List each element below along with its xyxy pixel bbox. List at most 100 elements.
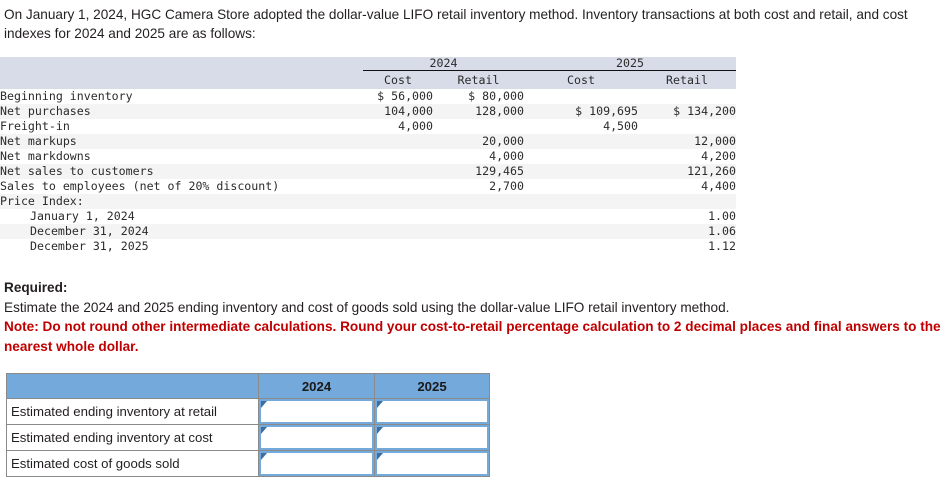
cell-cost-2024 [363,224,433,239]
column-header-row: Cost Retail Cost Retail [0,70,736,89]
cell-retail-2024: 4,000 [433,149,524,164]
answer-table-body: Estimated ending inventory at retail Esti… [6,398,490,477]
table-row: Net markdowns 4,000 4,200 [0,149,736,164]
cell-retail-2024 [433,209,524,224]
cell-cost-2024 [363,149,433,164]
row-label: Net markups [0,134,363,149]
cell-cost-2025: $ 109,695 [524,104,638,119]
year-header-2024: 2024 [363,57,524,71]
required-note: Note: Do not round other intermediate ca… [4,319,941,354]
answer-input-2025-cell[interactable] [374,450,490,477]
answer-header-row: 2024 2025 [6,373,490,399]
year-header-spacer [0,57,363,71]
answer-header-2025: 2025 [374,373,490,399]
answer-header-blank [6,373,259,399]
cell-cost-2025 [524,194,638,209]
cell-cost-2024 [363,209,433,224]
cell-cost-2025 [524,164,638,179]
answer-table-head: 2024 2025 [6,373,490,399]
cell-cost-2024: 104,000 [363,104,433,119]
answer-row-label: Estimated cost of goods sold [6,450,259,477]
answer-table: 2024 2025 Estimated ending inventory at … [6,373,490,477]
cell-retail-2025 [638,119,736,134]
cell-cost-2024 [363,134,433,149]
inventory-table-body: Beginning inventory $ 56,000 $ 80,000 Net p… [0,89,736,254]
cell-cost-2024 [363,164,433,179]
cell-cost-2025 [524,89,638,104]
cell-retail-2024: 2,700 [433,179,524,194]
cell-retail-2024: 20,000 [433,134,524,149]
row-label: January 1, 2024 [0,209,363,224]
table-row: Net purchases 104,000 128,000 $ 109,695 $ 13… [0,104,736,119]
cell-retail-2025: 4,200 [638,149,736,164]
answer-row-label: Estimated ending inventory at retail [6,398,259,425]
table-row: Beginning inventory $ 56,000 $ 80,000 [0,89,736,104]
inventory-table-head: 2024 2025 Cost Retail Cost Retail [0,57,736,89]
table-row: December 31, 2024 1.06 [0,224,736,239]
answer-input-2024[interactable] [261,401,372,422]
column-header-retail-2024: Retail [433,70,524,89]
table-row: Freight-in 4,000 4,500 [0,119,736,134]
cell-retail-2024 [433,194,524,209]
required-heading: Required: [4,280,68,295]
cell-cost-2025 [524,209,638,224]
inventory-data-table-container: 2024 2025 Cost Retail Cost Retail Beginn… [0,57,736,254]
row-label: Net sales to customers [0,164,363,179]
cell-retail-2025: 1.12 [638,239,736,254]
row-label: December 31, 2024 [0,224,363,239]
answer-input-2025-cell[interactable] [374,398,490,425]
answer-input-2024[interactable] [261,427,372,448]
column-header-cost-2025: Cost [524,70,638,89]
cell-cost-2025 [524,149,638,164]
answer-input-2025[interactable] [377,401,487,422]
cell-cost-2025 [524,179,638,194]
column-header-spacer [0,70,363,89]
answer-header-2024: 2024 [258,373,375,399]
answer-input-2025[interactable] [377,453,487,474]
answer-input-2024-cell[interactable] [258,450,375,477]
cell-retail-2025: 121,260 [638,164,736,179]
problem-statement: On January 1, 2024, HGC Camera Store ado… [4,7,908,41]
table-row: Sales to employees (net of 20% discount)… [0,179,736,194]
cell-retail-2025: 1.06 [638,224,736,239]
cell-cost-2025: 4,500 [524,119,638,134]
row-label: Sales to employees (net of 20% discount) [0,179,363,194]
year-header-row: 2024 2025 [0,57,736,71]
table-row: Net sales to customers 129,465 121,260 [0,164,736,179]
cell-retail-2024: $ 80,000 [433,89,524,104]
row-label: Net markdowns [0,149,363,164]
answer-row-label: Estimated ending inventory at cost [6,424,259,451]
answer-table-container: 2024 2025 Estimated ending inventory at … [6,373,490,477]
inventory-data-table: 2024 2025 Cost Retail Cost Retail Beginn… [0,57,736,254]
answer-input-2025-cell[interactable] [374,424,490,451]
cell-cost-2024 [363,239,433,254]
cell-retail-2024 [433,224,524,239]
cell-cost-2024 [363,194,433,209]
cell-cost-2025 [524,239,638,254]
cell-retail-2024 [433,119,524,134]
row-label: Net purchases [0,104,363,119]
table-row: December 31, 2025 1.12 [0,239,736,254]
table-row: Net markups 20,000 12,000 [0,134,736,149]
answer-input-2024-cell[interactable] [258,424,375,451]
cell-retail-2025 [638,194,736,209]
cell-cost-2024: 4,000 [363,119,433,134]
cell-retail-2024: 129,465 [433,164,524,179]
cell-retail-2025 [638,89,736,104]
table-row: Price Index: [0,194,736,209]
column-header-retail-2025: Retail [638,70,736,89]
row-label: Beginning inventory [0,89,363,104]
column-header-cost-2024: Cost [363,70,433,89]
answer-row: Estimated cost of goods sold [6,450,490,477]
answer-input-2024-cell[interactable] [258,398,375,425]
cell-cost-2024 [363,179,433,194]
year-header-2025: 2025 [524,57,736,71]
cell-cost-2025 [524,224,638,239]
required-instruction: Estimate the 2024 and 2025 ending invent… [4,299,730,315]
answer-input-2025[interactable] [377,427,487,448]
row-label: Price Index: [0,194,363,209]
required-section: Required: Estimate the 2024 and 2025 end… [4,278,942,356]
cell-retail-2025: 4,400 [638,179,736,194]
cell-cost-2024: $ 56,000 [363,89,433,104]
answer-input-2024[interactable] [261,453,372,474]
